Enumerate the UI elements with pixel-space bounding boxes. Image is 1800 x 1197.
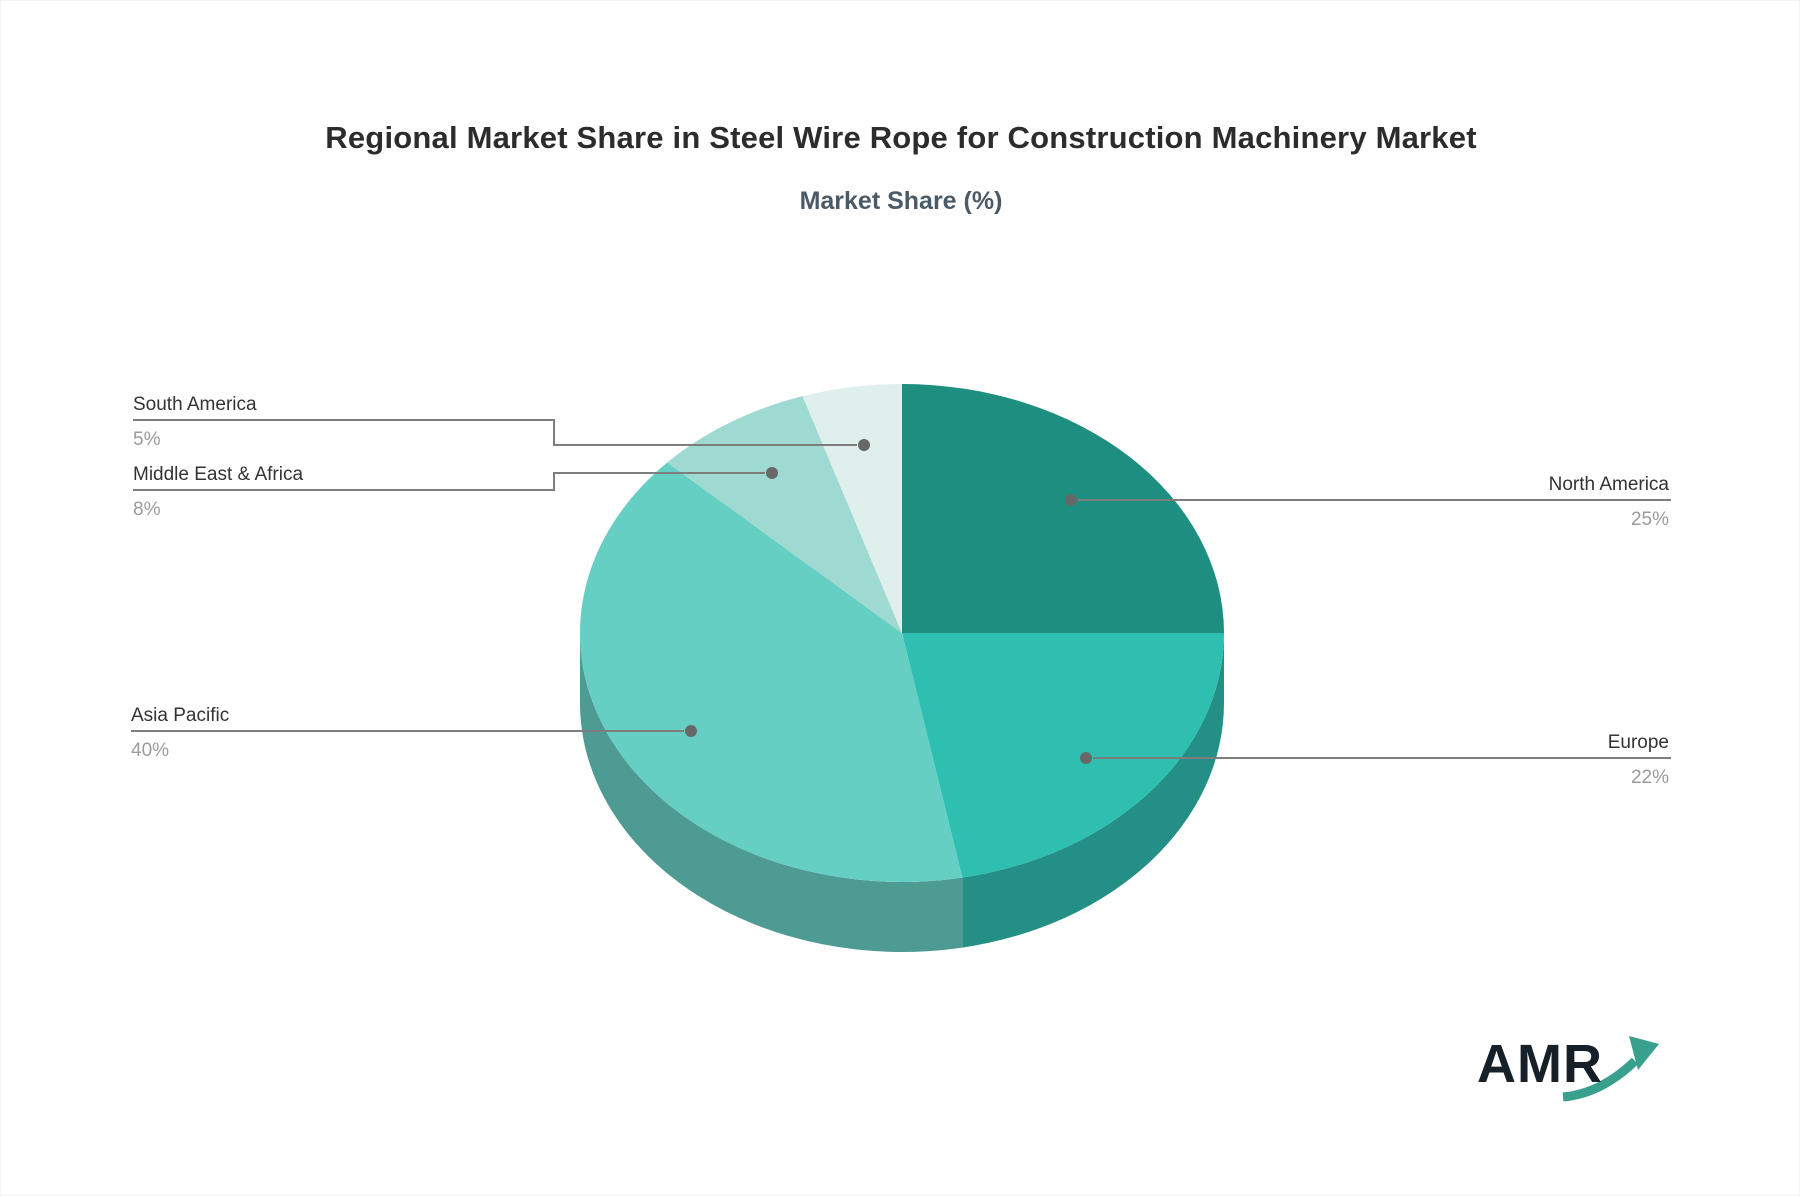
pie-slice-south-america[interactable] (802, 384, 902, 633)
slice-label: South America (133, 394, 257, 415)
slice-label: Middle East & Africa (133, 464, 304, 485)
slice-percent: 40% (131, 740, 170, 761)
logo-arrow-icon (1562, 1036, 1659, 1102)
callout-north-america: North America 25% (1549, 469, 1669, 531)
pie-slice-asia-pacific[interactable] (579, 462, 963, 882)
chart-title: Regional Market Share in Steel Wire Rope… (325, 120, 1477, 155)
pie-slice-side-asia-pacific (580, 633, 963, 952)
pie-slice-europe[interactable] (902, 633, 1224, 878)
slice-label: Europe (1607, 732, 1669, 753)
logo-text: AMR (1477, 1034, 1603, 1094)
callout-asia-pacific: Asia Pacific 40% (131, 700, 229, 762)
pie-slice-side-europe (962, 633, 1224, 948)
pie-slice-north-america[interactable] (902, 384, 1224, 633)
leader-dot-south-america (858, 439, 870, 451)
slice-percent: 22% (1630, 767, 1669, 788)
callout-europe: Europe 22% (1608, 727, 1669, 789)
slice-label: Asia Pacific (131, 705, 230, 726)
slice-percent: 25% (1630, 509, 1669, 530)
amr-logo: AMR (1473, 1033, 1683, 1117)
leader-dot-europe (1080, 752, 1092, 764)
leader-dot-asia-pacific (685, 725, 697, 737)
leader-dot-north-america (1065, 494, 1077, 506)
callout-middle-east-africa: Middle East & Africa 8% (133, 459, 303, 521)
leader-dot-middle-east-africa (766, 467, 778, 479)
callout-south-america: South America 5% (133, 389, 257, 451)
leader-line-middle-east-africa (133, 472, 765, 491)
slice-percent: 8% (133, 499, 161, 520)
chart-subtitle: Market Share (%) (799, 187, 1003, 215)
pie-slice-middle-east-africa[interactable] (667, 396, 902, 633)
slice-label: North America (1548, 474, 1669, 495)
slice-percent: 5% (133, 429, 161, 450)
leader-line-south-america (133, 419, 857, 446)
